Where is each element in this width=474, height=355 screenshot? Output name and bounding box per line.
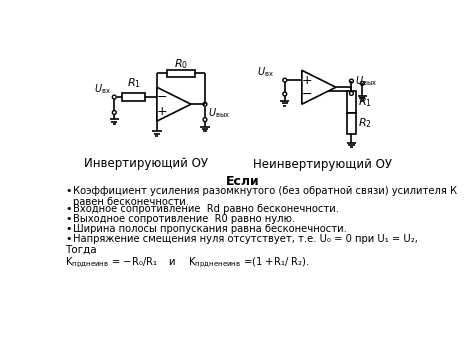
Polygon shape: [157, 87, 191, 121]
Text: •: •: [65, 214, 72, 224]
Bar: [347, 91, 356, 113]
Text: •: •: [65, 234, 72, 244]
Text: $R_1$: $R_1$: [127, 76, 141, 90]
Text: •: •: [65, 203, 72, 213]
Text: $U_{\rm вых}$: $U_{\rm вых}$: [355, 74, 377, 88]
Text: −: −: [302, 88, 312, 101]
Text: Ширина полосы пропускания равна бесконечности.: Ширина полосы пропускания равна бесконеч…: [73, 224, 347, 234]
Bar: [167, 70, 195, 77]
Text: $R_0$: $R_0$: [174, 57, 188, 71]
Text: Коэффициент усиления разомкнутого (без обратной связи) усилителя К равен бесконе: Коэффициент усиления разомкнутого (без о…: [73, 186, 457, 207]
Text: Выходное сопротивление  R0 равно нулю.: Выходное сопротивление R0 равно нулю.: [73, 214, 295, 224]
Text: −: −: [157, 91, 168, 104]
Text: $U_{\rm вх}$: $U_{\rm вх}$: [94, 82, 111, 95]
Text: $R_2$: $R_2$: [358, 116, 372, 130]
Text: +: +: [157, 105, 168, 118]
Bar: [122, 93, 145, 101]
Text: Напряжение смещения нуля отсутствует, т.е. U₀ = 0 при U₁ = U₂,: Напряжение смещения нуля отсутствует, т.…: [73, 234, 418, 244]
Bar: [347, 113, 356, 134]
Polygon shape: [302, 70, 336, 104]
Text: $U_{\rm вых}$: $U_{\rm вых}$: [208, 106, 230, 120]
Text: $U_{\rm вх}$: $U_{\rm вх}$: [257, 65, 274, 78]
Text: Тогда: Тогда: [65, 245, 97, 255]
Text: •: •: [65, 224, 72, 234]
Text: Инвертирующий ОУ: Инвертирующий ОУ: [84, 157, 208, 170]
Text: K$_{\rm прд неинв}$ = −R₀/R₁    и    K$_{\rm прд ненеинв}$ =(1 +R₁/ R₂).: K$_{\rm прд неинв}$ = −R₀/R₁ и K$_{\rm п…: [65, 255, 310, 269]
Text: •: •: [65, 186, 72, 196]
Text: +: +: [302, 73, 312, 87]
Text: $R_1$: $R_1$: [358, 95, 373, 109]
Text: Если: Если: [226, 175, 260, 188]
Text: Входное сопротивление  Rd равно бесконечности.: Входное сопротивление Rd равно бесконечн…: [73, 203, 339, 213]
Text: Неинвертирующий ОУ: Неинвертирующий ОУ: [253, 158, 392, 171]
